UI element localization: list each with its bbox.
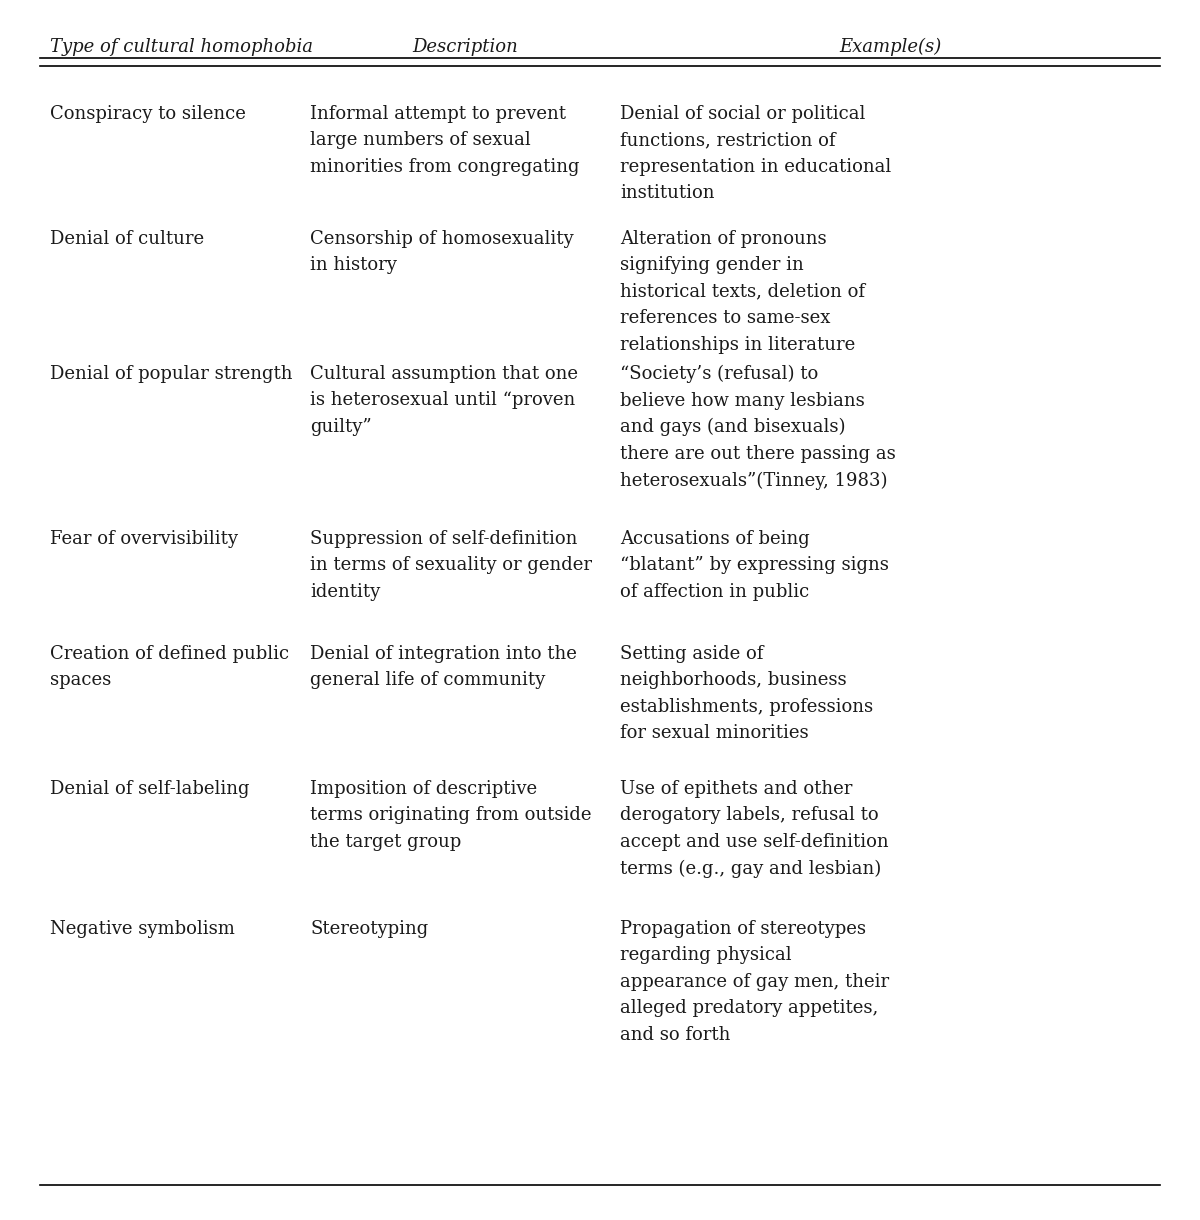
Text: Fear of overvisibility: Fear of overvisibility (50, 529, 238, 548)
Text: Denial of self-labeling: Denial of self-labeling (50, 780, 250, 798)
Text: Conspiracy to silence: Conspiracy to silence (50, 105, 246, 123)
Text: “Society’s (refusal) to
believe how many lesbians
and gays (and bisexuals)
there: “Society’s (refusal) to believe how many… (620, 365, 895, 489)
Text: Alteration of pronouns
signifying gender in
historical texts, deletion of
refere: Alteration of pronouns signifying gender… (620, 231, 865, 354)
Text: Denial of popular strength: Denial of popular strength (50, 365, 293, 383)
Text: Accusations of being
“blatant” by expressing signs
of affection in public: Accusations of being “blatant” by expres… (620, 529, 889, 600)
Text: Negative symbolism: Negative symbolism (50, 920, 235, 938)
Text: Informal attempt to prevent
large numbers of sexual
minorities from congregating: Informal attempt to prevent large number… (310, 105, 580, 176)
Text: Imposition of descriptive
terms originating from outside
the target group: Imposition of descriptive terms originat… (310, 780, 592, 850)
Text: Stereotyping: Stereotyping (310, 920, 428, 938)
Text: Use of epithets and other
derogatory labels, refusal to
accept and use self-defi: Use of epithets and other derogatory lab… (620, 780, 889, 877)
Text: Propagation of stereotypes
regarding physical
appearance of gay men, their
alleg: Propagation of stereotypes regarding phy… (620, 920, 889, 1043)
Text: Cultural assumption that one
is heterosexual until “proven
guilty”: Cultural assumption that one is heterose… (310, 365, 578, 436)
Text: Type of cultural homophobia: Type of cultural homophobia (50, 38, 313, 56)
Text: Denial of culture: Denial of culture (50, 231, 204, 248)
Text: Creation of defined public
spaces: Creation of defined public spaces (50, 645, 289, 689)
Text: Censorship of homosexuality
in history: Censorship of homosexuality in history (310, 231, 574, 274)
Text: Denial of integration into the
general life of community: Denial of integration into the general l… (310, 645, 577, 689)
Text: Setting aside of
neighborhoods, business
establishments, professions
for sexual : Setting aside of neighborhoods, business… (620, 645, 874, 742)
Text: Description: Description (412, 38, 518, 56)
Text: Suppression of self-definition
in terms of sexuality or gender
identity: Suppression of self-definition in terms … (310, 529, 592, 600)
Text: Denial of social or political
functions, restriction of
representation in educat: Denial of social or political functions,… (620, 105, 892, 203)
Text: Example(s): Example(s) (839, 38, 941, 56)
